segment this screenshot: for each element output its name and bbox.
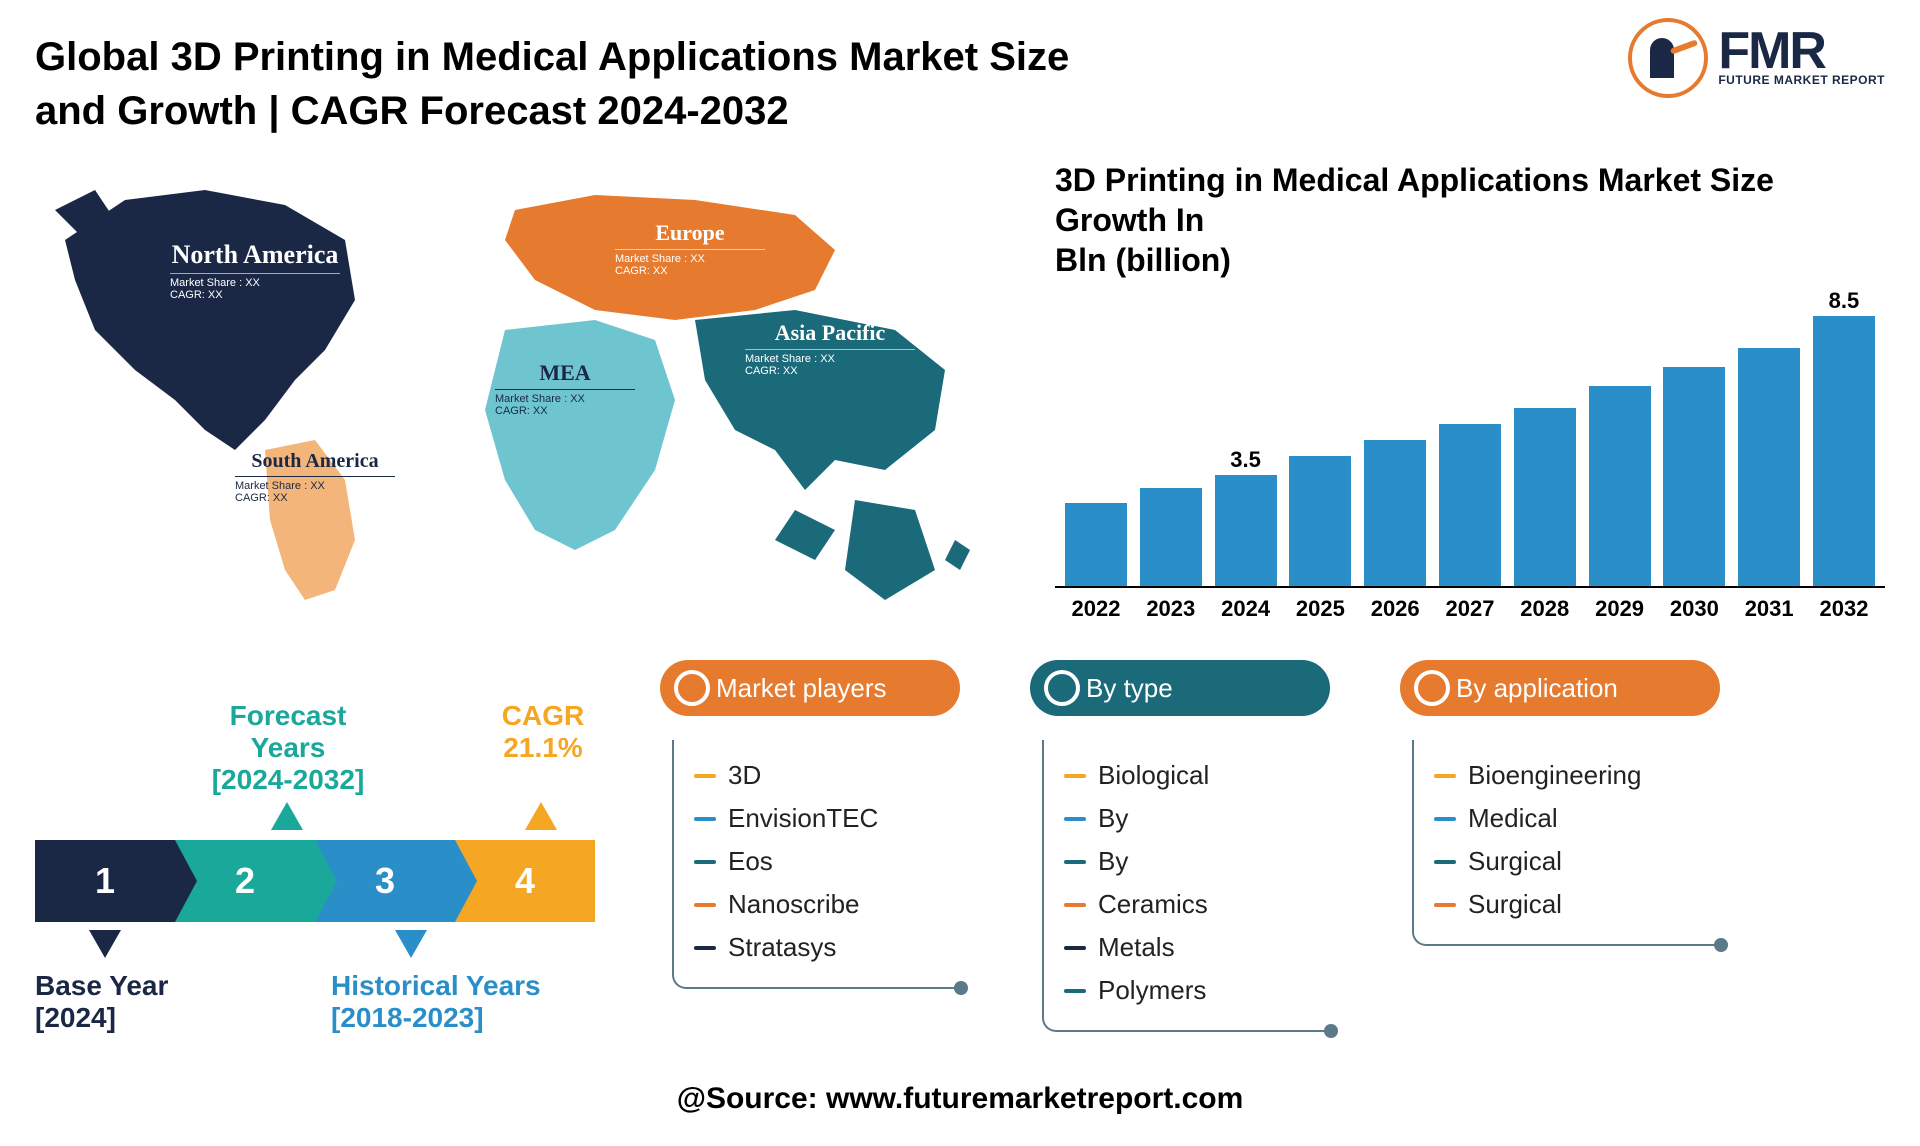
list-item: Eos [694, 840, 960, 883]
bar-group: 3.5 8.5 [1055, 288, 1885, 588]
tick-icon [1434, 860, 1456, 864]
xlabel: 2029 [1585, 596, 1655, 622]
tick-icon [694, 774, 716, 778]
xlabel: 2026 [1360, 596, 1430, 622]
arrow-down-icon [89, 930, 121, 958]
bar-2024: 3.5 [1215, 475, 1277, 586]
bar-2022 [1065, 503, 1127, 586]
app-list: BioengineeringMedicalSurgicalSurgical [1412, 740, 1720, 946]
by-type-col: By type BiologicalByByCeramicsMetals​Pol… [1030, 660, 1330, 1032]
market-size-chart: 3D Printing in Medical Applications Mark… [1055, 160, 1885, 610]
by-application-col: By application BioengineeringMedicalSurg… [1400, 660, 1720, 946]
xlabel: 2031 [1734, 596, 1804, 622]
historical-label: Historical Years[2018-2023] [331, 970, 541, 1034]
tick-icon [694, 817, 716, 821]
base-year-label: Base Year[2024] [35, 970, 195, 1034]
arrow-down-icon [395, 930, 427, 958]
xlabel: 2027 [1435, 596, 1505, 622]
list-item: By [1064, 840, 1330, 883]
logo-abbr: FMR [1718, 29, 1885, 73]
app-pill: By application [1400, 660, 1720, 716]
bar-2028 [1514, 408, 1576, 586]
arrow-up-icon [271, 802, 303, 830]
fmr-logo: FMR FUTURE MARKET REPORT [1628, 18, 1885, 98]
players-pill: Market players [660, 660, 960, 716]
bar-2026 [1364, 440, 1426, 586]
list-item: Medical [1434, 797, 1720, 840]
tick-icon [1064, 860, 1086, 864]
region-europe: Europe Market Share : XX CAGR: XX [615, 220, 765, 277]
tl-seg-1: 1 [35, 840, 175, 922]
tick-icon [1064, 903, 1086, 907]
world-map: North America Market Share : XX CAGR: XX… [35, 170, 1015, 610]
tick-icon [1434, 817, 1456, 821]
list-item: Stratasys [694, 926, 960, 969]
bar-2031 [1738, 348, 1800, 586]
forecast-label: Forecast Years[2024-2032] [203, 700, 373, 797]
arrow-up-icon [525, 802, 557, 830]
region-north-america: North America Market Share : XX CAGR: XX [170, 240, 340, 301]
list-item: Surgical [1434, 883, 1720, 926]
list-item: Ceramics [1064, 883, 1330, 926]
source-text: @Source: www.futuremarketreport.com [677, 1082, 1244, 1116]
xlabel: 2022 [1061, 596, 1131, 622]
xlabel: 2024 [1211, 596, 1281, 622]
tick-icon [1064, 989, 1086, 993]
xlabel: 2032 [1809, 596, 1879, 622]
list-item: 3D [694, 754, 960, 797]
chart-title: 3D Printing in Medical Applications Mark… [1055, 160, 1885, 280]
tick-icon [694, 860, 716, 864]
tick-icon [1434, 774, 1456, 778]
bar-2030 [1663, 367, 1725, 586]
bar-2025 [1289, 456, 1351, 586]
region-south-america: South America Market Share : XX CAGR: XX [235, 450, 395, 504]
list-item: Polymers [1064, 969, 1330, 1012]
players-list: 3DEnvisionTECEosNanoscribeStratasys [672, 740, 960, 989]
market-players-col: Market players 3DEnvisionTECEosNanoscrib… [660, 660, 960, 989]
bar-2032: 8.5 [1813, 316, 1875, 586]
list-item: Biological [1064, 754, 1330, 797]
type-pill: By type [1030, 660, 1330, 716]
bar-2023 [1140, 488, 1202, 586]
bar-2029 [1589, 386, 1651, 586]
tick-icon [1064, 946, 1086, 950]
logo-icon [1628, 18, 1708, 98]
region-mea: MEA Market Share : XX CAGR: XX [495, 360, 635, 417]
type-list: BiologicalByByCeramicsMetals​Polymers [1042, 740, 1330, 1032]
xlabel: 2030 [1659, 596, 1729, 622]
list-item: Metals​ [1064, 926, 1330, 969]
tick-icon [1064, 774, 1086, 778]
logo-full: FUTURE MARKET REPORT [1718, 73, 1885, 87]
page-title: Global 3D Printing in Medical Applicatio… [35, 30, 1115, 138]
list-item: By [1064, 797, 1330, 840]
xlabel: 2028 [1510, 596, 1580, 622]
cagr-label: CAGR21.1% [483, 700, 603, 764]
list-item: Surgical [1434, 840, 1720, 883]
tick-icon [1064, 817, 1086, 821]
bar-xaxis: 2022202320242025202620272028202920302031… [1055, 588, 1885, 622]
bar-2027 [1439, 424, 1501, 586]
tick-icon [694, 903, 716, 907]
tick-icon [1434, 903, 1456, 907]
region-asia-pacific: Asia Pacific Market Share : XX CAGR: XX [745, 320, 915, 377]
xlabel: 2023 [1136, 596, 1206, 622]
tick-icon [694, 946, 716, 950]
list-item: EnvisionTEC [694, 797, 960, 840]
list-item: Nanoscribe [694, 883, 960, 926]
list-item: Bioengineering [1434, 754, 1720, 797]
xlabel: 2025 [1285, 596, 1355, 622]
